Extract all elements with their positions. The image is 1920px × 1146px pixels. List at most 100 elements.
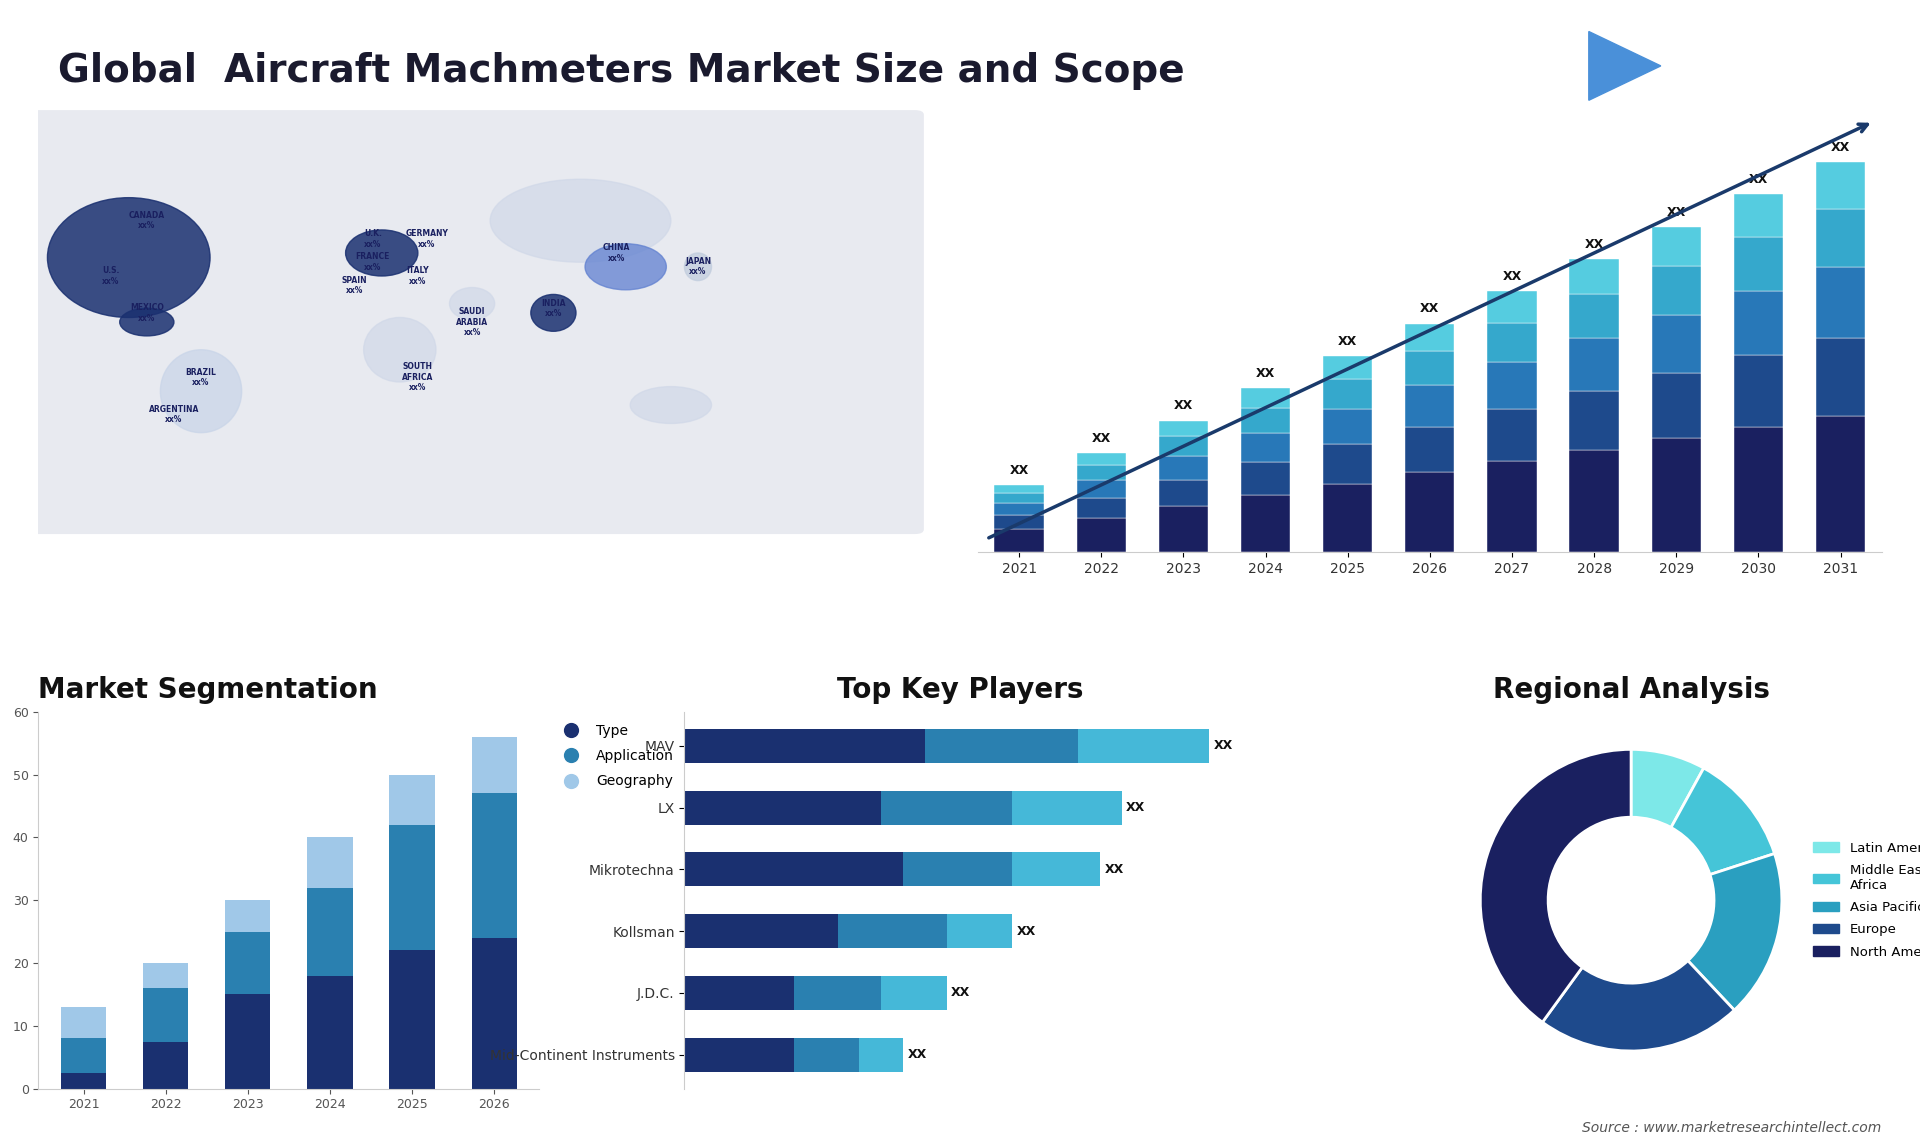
Bar [1323,409,1373,445]
Wedge shape [1542,960,1734,1051]
Bar [684,729,925,763]
Bar [61,1038,106,1073]
Bar [307,888,353,975]
Bar [1405,385,1455,426]
Bar [1651,315,1701,374]
Bar [144,988,188,1042]
Bar [1816,267,1864,338]
Bar [225,932,271,995]
Bar [390,825,434,950]
Bar [995,503,1044,516]
Bar [1734,195,1784,237]
Bar [1405,351,1455,385]
Bar [1816,338,1864,416]
Bar [1816,416,1864,552]
Text: XX: XX [1501,270,1521,283]
Ellipse shape [630,386,712,424]
Text: XX: XX [1338,335,1357,347]
Bar [995,529,1044,552]
Text: XX: XX [1127,801,1146,814]
Wedge shape [1632,749,1703,827]
Bar [144,1042,188,1089]
Bar [1160,456,1208,480]
Bar [1488,461,1536,552]
Bar [1569,338,1619,391]
Bar [1240,432,1290,462]
Bar [1734,237,1784,291]
Bar [307,975,353,1089]
Polygon shape [1590,32,1661,100]
Bar [1323,379,1373,409]
Text: XX: XX [1018,925,1037,937]
Bar [1651,439,1701,552]
Bar [1323,445,1373,484]
Bar [144,963,188,988]
Bar [995,516,1044,529]
Bar [902,853,1012,886]
Text: Market Segmentation: Market Segmentation [38,676,378,704]
Bar [1160,507,1208,552]
Bar [1569,391,1619,449]
Bar [1488,409,1536,461]
Bar [307,838,353,888]
Text: GERMANY
xx%: GERMANY xx% [405,229,449,249]
Text: XX: XX [1832,141,1851,154]
Text: Global  Aircraft Machmeters Market Size and Scope: Global Aircraft Machmeters Market Size a… [58,52,1185,89]
Text: XX: XX [1010,464,1029,477]
Bar [1077,465,1125,480]
Bar [1569,295,1619,338]
Bar [1160,480,1208,507]
Ellipse shape [449,288,495,320]
Text: BRAZIL
xx%: BRAZIL xx% [186,368,217,387]
Bar [684,915,837,948]
Bar [1077,518,1125,552]
Bar [1323,356,1373,379]
Bar [925,729,1079,763]
Bar [881,976,947,1010]
Legend: Latin America, Middle East &
Africa, Asia Pacific, Europe, North America: Latin America, Middle East & Africa, Asi… [1807,837,1920,964]
Bar [1077,453,1125,465]
Bar [1240,495,1290,552]
Bar [1651,227,1701,266]
Text: XX: XX [1421,303,1440,315]
Bar [1077,480,1125,497]
Bar [684,1037,793,1072]
Bar [947,915,1012,948]
Text: MARKET: MARKET [1709,48,1757,58]
Bar [1734,291,1784,355]
Ellipse shape [490,179,670,262]
Bar [1651,266,1701,315]
Bar [684,791,881,824]
Bar [1569,259,1619,295]
Bar [1405,426,1455,472]
Text: XX: XX [1256,367,1275,380]
Bar [1160,437,1208,456]
Text: CHINA
xx%: CHINA xx% [603,243,630,262]
Bar [1734,427,1784,552]
Bar [1569,449,1619,552]
Text: XX: XX [950,987,970,999]
Text: U.K.
xx%: U.K. xx% [363,229,382,249]
Bar [1323,484,1373,552]
Text: Source : www.marketresearchintellect.com: Source : www.marketresearchintellect.com [1582,1121,1882,1135]
Circle shape [1548,817,1715,983]
Bar [1488,291,1536,322]
Bar [1488,362,1536,409]
Text: CANADA
xx%: CANADA xx% [129,211,165,230]
Text: U.S.
xx%: U.S. xx% [102,266,119,285]
Ellipse shape [363,317,436,382]
Text: SPAIN
xx%: SPAIN xx% [342,275,367,295]
Bar [225,995,271,1089]
Bar [1240,408,1290,432]
Bar [1012,853,1100,886]
Text: XX: XX [1584,238,1603,251]
Ellipse shape [48,197,209,317]
Bar [472,793,516,937]
Bar [1012,791,1121,824]
Ellipse shape [586,244,666,290]
Text: ARGENTINA
xx%: ARGENTINA xx% [148,405,200,424]
Text: SAUDI
ARABIA
xx%: SAUDI ARABIA xx% [457,307,488,337]
Text: XX: XX [1173,400,1192,413]
Text: XX: XX [1749,173,1768,186]
Wedge shape [1480,749,1632,1022]
